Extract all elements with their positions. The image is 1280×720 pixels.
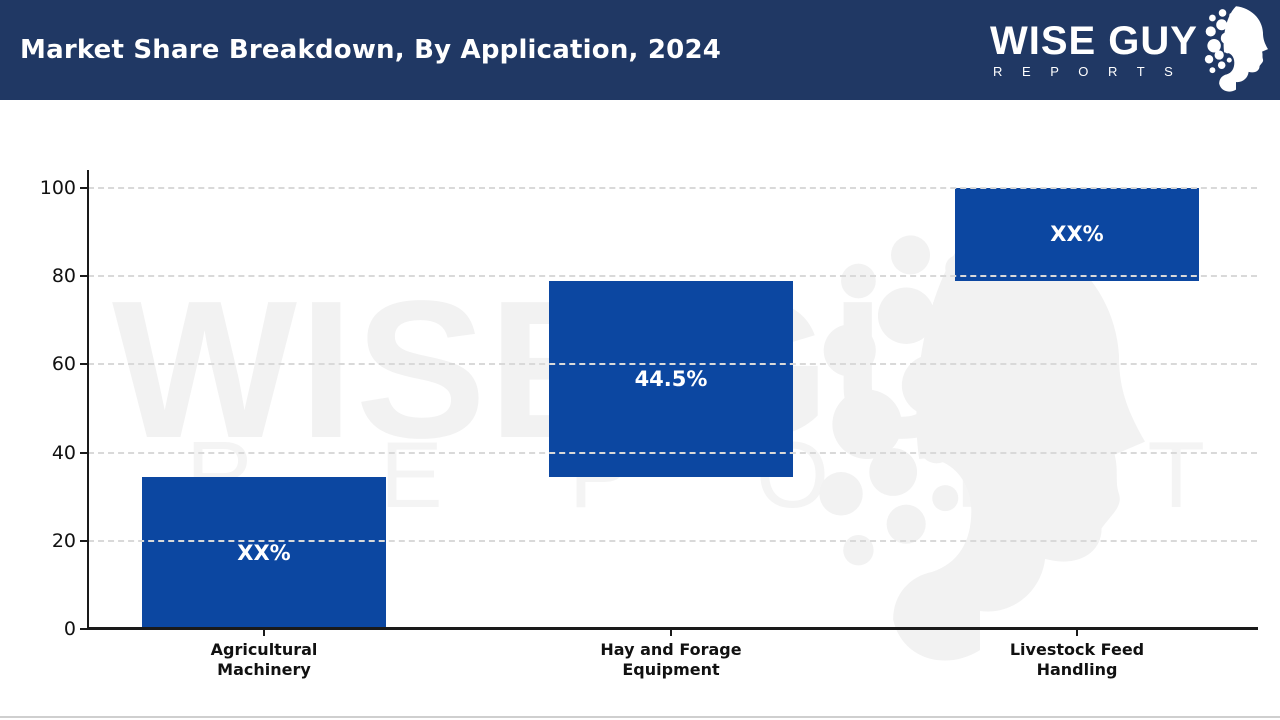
bar-value-label: XX% xyxy=(237,540,291,565)
x-axis-line xyxy=(87,627,1258,630)
y-tick-label: 40 xyxy=(51,441,76,464)
y-tick xyxy=(80,363,88,366)
y-tick xyxy=(80,275,88,278)
y-tick-label: 60 xyxy=(51,353,76,376)
y-tick xyxy=(80,628,88,630)
category-label-line: Agricultural xyxy=(210,640,318,659)
gridline xyxy=(88,363,1257,366)
gridline xyxy=(88,539,1257,542)
bar: 44.5% xyxy=(549,280,793,477)
y-tick xyxy=(80,539,88,542)
y-tick-label: 100 xyxy=(39,177,76,199)
logo-wordmark: WISE GUY xyxy=(989,19,1198,63)
category-label-line: Machinery xyxy=(217,660,311,679)
bar-value-label: 44.5% xyxy=(634,366,708,391)
bar: XX% xyxy=(142,476,386,629)
gridline xyxy=(88,275,1257,278)
category-label-line: Hay and Forage xyxy=(600,640,742,659)
brand-logo: WISE GUY R E P O R T S xyxy=(990,6,1268,94)
category-label: Hay and Forage Equipment xyxy=(521,640,821,680)
y-tick-label: 80 xyxy=(51,265,76,288)
category-label-line: Livestock Feed xyxy=(1009,640,1145,659)
bar-value-label: XX% xyxy=(1050,222,1104,247)
x-tick xyxy=(1076,629,1078,636)
y-tick-label: 0 xyxy=(63,618,76,640)
bar: XX% xyxy=(955,188,1199,281)
brand-logo-text: WISE GUY R E P O R T S xyxy=(990,21,1198,79)
y-tick-label: 20 xyxy=(51,529,76,552)
y-tick xyxy=(80,451,88,454)
category-label-line: Equipment xyxy=(622,660,720,679)
gridline xyxy=(88,451,1257,454)
y-axis-line xyxy=(87,170,89,630)
logo-subtext: R E P O R T S xyxy=(992,64,1181,79)
gridline xyxy=(88,187,1257,189)
category-label: Livestock Feed Handling xyxy=(927,640,1227,680)
page-title: Market Share Breakdown, By Application, … xyxy=(20,35,722,65)
watermark-face-icon xyxy=(819,220,1145,661)
x-tick xyxy=(670,629,672,636)
logo-face-icon xyxy=(1204,6,1268,92)
bottom-divider xyxy=(0,716,1280,718)
category-label-line: Handling xyxy=(1036,660,1118,679)
x-tick xyxy=(263,629,265,636)
header-bar: Market Share Breakdown, By Application, … xyxy=(0,0,1280,100)
category-label: Agricultural Machinery xyxy=(114,640,414,680)
y-tick xyxy=(80,187,88,189)
